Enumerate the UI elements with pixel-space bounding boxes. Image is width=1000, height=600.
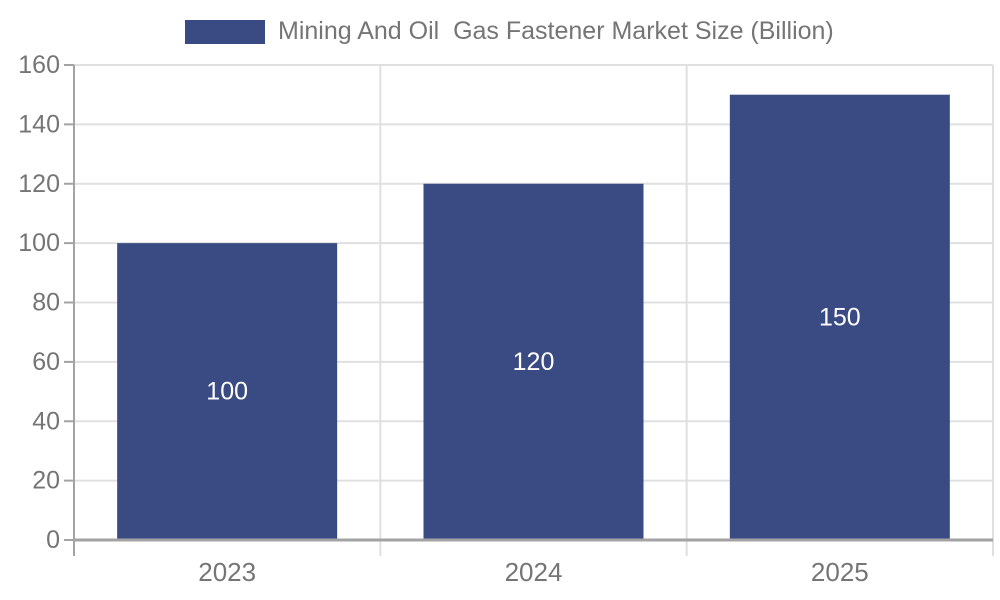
y-tick-label: 40: [32, 407, 60, 435]
bar-value-label: 100: [206, 378, 248, 406]
y-tick-label: 80: [32, 289, 60, 317]
y-tick-label: 140: [18, 110, 60, 138]
chart-legend: Mining And Oil Gas Fastener Market Size …: [185, 19, 834, 44]
x-tick-label: 2025: [811, 557, 869, 587]
y-tick-label: 60: [32, 348, 60, 376]
y-tick-label: 160: [18, 51, 60, 79]
y-tick-label: 0: [46, 526, 60, 554]
y-tick-label: 20: [32, 467, 60, 495]
bar-2024: [423, 183, 644, 540]
legend-label: Mining And Oil Gas Fastener Market Size …: [278, 17, 834, 45]
y-tick-label: 120: [18, 170, 60, 198]
bar-2023: [117, 243, 338, 540]
bar-2025: [729, 94, 950, 540]
legend-swatch: [185, 19, 265, 44]
y-tick-label: 100: [18, 229, 60, 257]
bar-value-label: 150: [819, 303, 861, 331]
bar-value-label: 120: [513, 348, 555, 376]
x-tick-label: 2024: [505, 557, 563, 587]
x-tick-label: 2023: [198, 557, 256, 587]
